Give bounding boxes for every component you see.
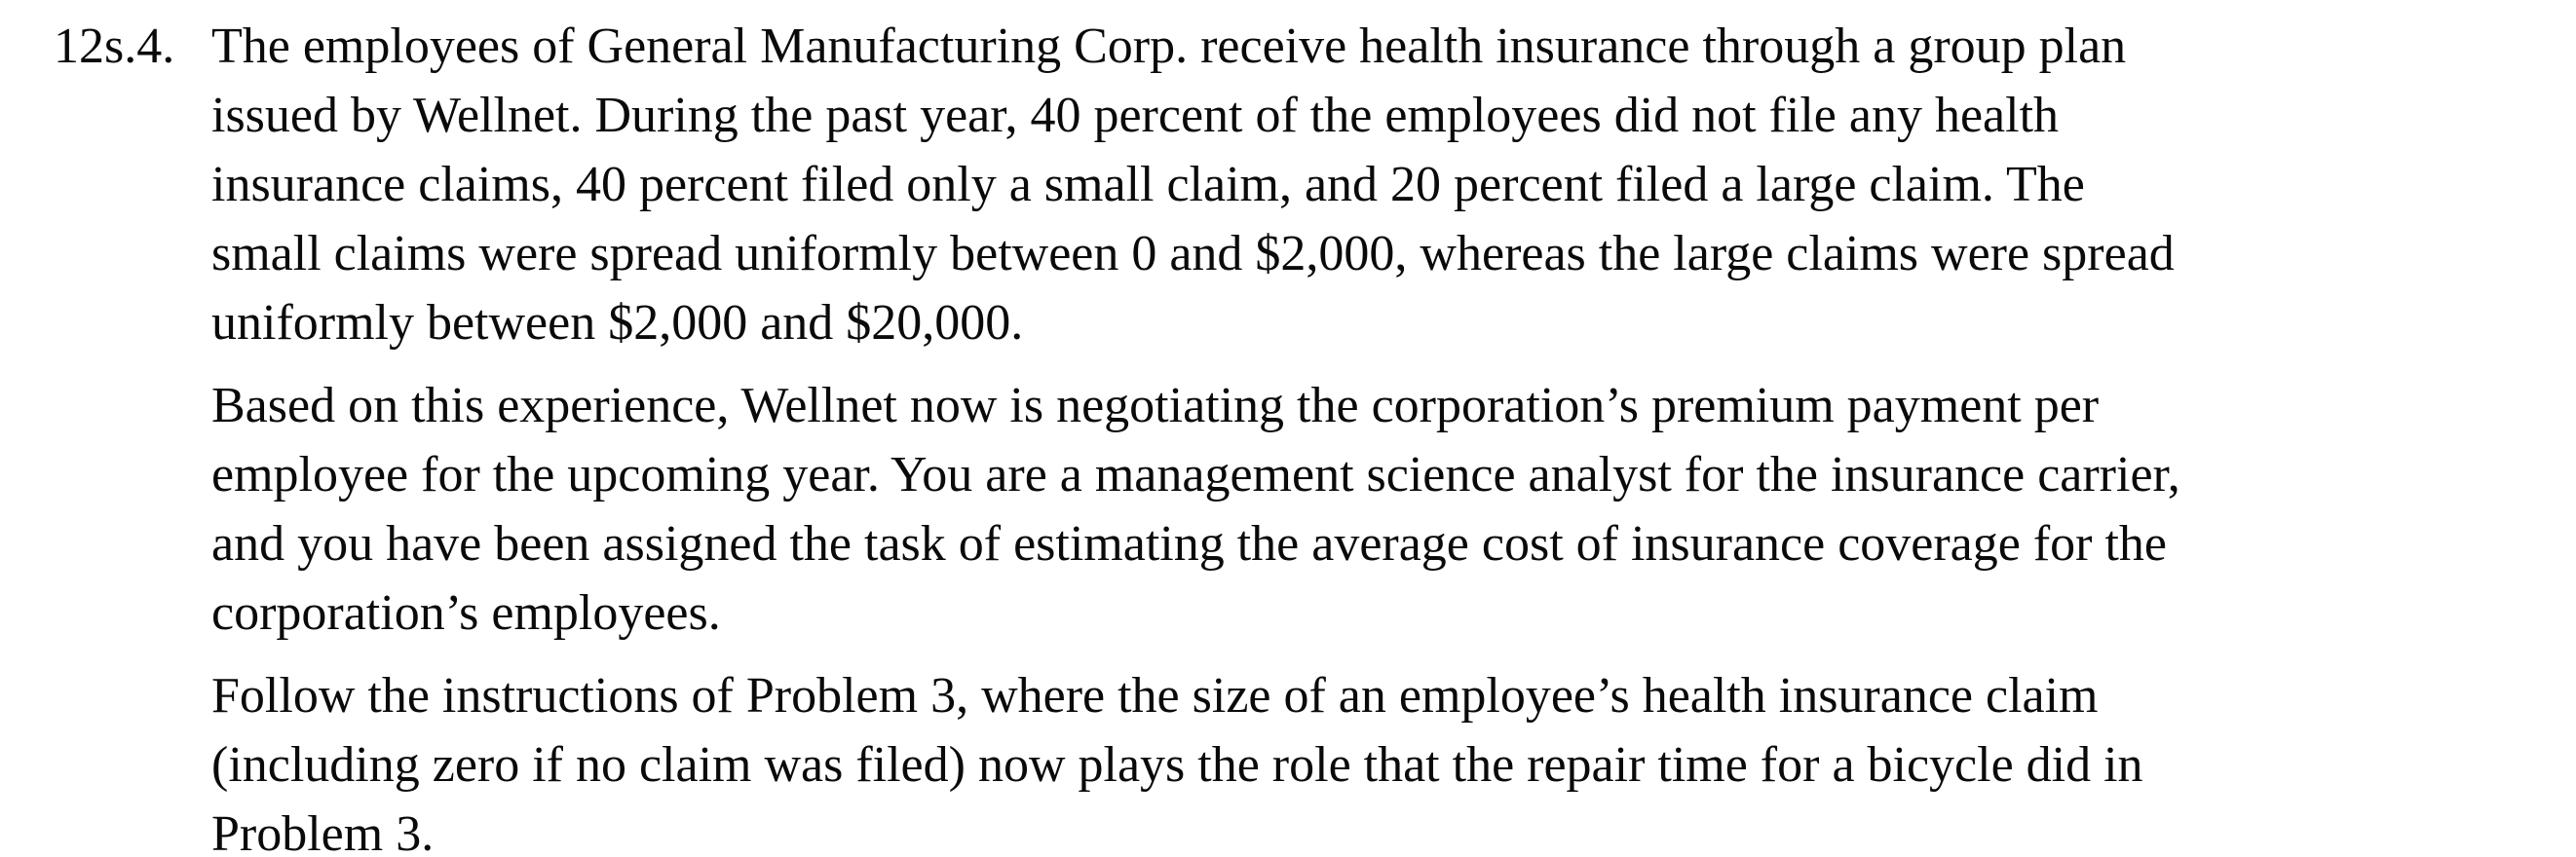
problem-number-gutter: 12s.4. (0, 12, 211, 857)
paragraph-claims-history: The employees of General Manufacturing C… (211, 12, 2576, 357)
paragraph-premium-negotiation: Based on this experience, Wellnet now is… (211, 371, 2576, 648)
text-line: and you have been assigned the task of e… (211, 516, 2168, 572)
text-line: insurance claims, 40 percent filed only … (211, 157, 2085, 212)
text-line: employee for the upcoming year. You are … (211, 447, 2180, 503)
problem-number: 12s.4. (54, 19, 175, 74)
text-line: (including zero if no claim was filed) n… (211, 737, 2143, 793)
text-line: Problem 3. (211, 806, 435, 857)
text-line: Based on this experience, Wellnet now is… (211, 378, 2100, 433)
text-line: small claims were spread uniformly betwe… (211, 226, 2175, 281)
text-line: The employees of General Manufacturing C… (211, 19, 2127, 74)
text-line: Follow the instructions of Problem 3, wh… (211, 668, 2099, 724)
text-line: uniformly between $2,000 and $20,000. (211, 295, 1024, 351)
text-line: issued by Wellnet. During the past year,… (211, 88, 2060, 143)
paragraph-instructions: Follow the instructions of Problem 3, wh… (211, 661, 2576, 857)
problem-text: The employees of General Manufacturing C… (211, 12, 2576, 857)
text-line: corporation’s employees. (211, 585, 721, 641)
